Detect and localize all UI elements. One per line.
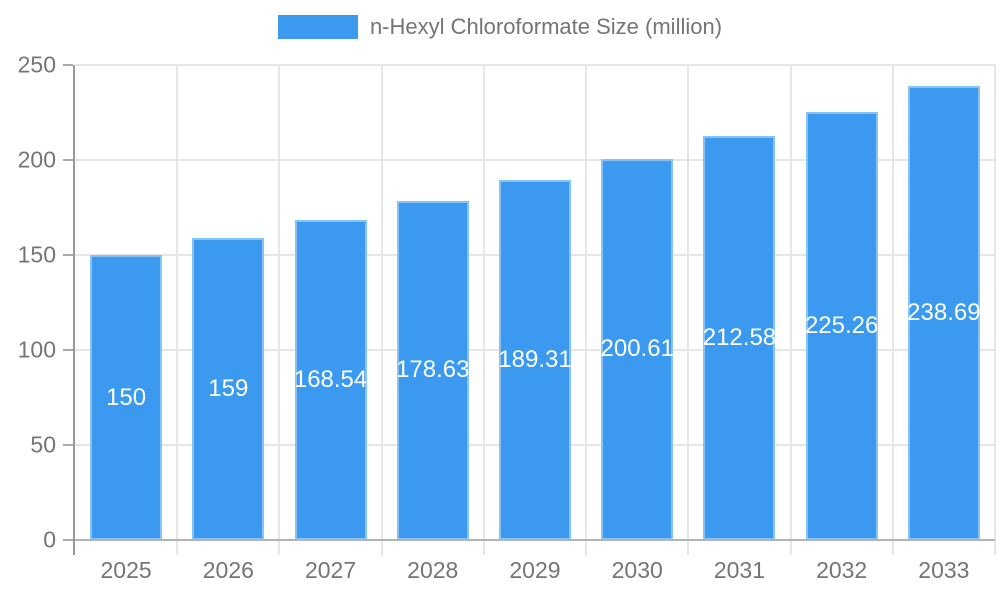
bar-value-label: 225.26 bbox=[804, 311, 879, 339]
y-axis-line bbox=[73, 65, 75, 555]
y-gridline bbox=[75, 64, 995, 66]
bar-value-label: 150 bbox=[106, 383, 147, 411]
bar-2031[interactable]: 212.58 bbox=[702, 136, 777, 540]
x-gridline bbox=[585, 65, 588, 555]
x-gridline bbox=[380, 65, 383, 555]
legend-swatch bbox=[277, 15, 358, 39]
plot-area: 150 159 168.54 178.63 189.31 200.61 212.58 225.… bbox=[18, 52, 996, 583]
bar-value-label: 159 bbox=[208, 374, 249, 402]
bar-2028[interactable]: 178.63 bbox=[396, 200, 470, 540]
y-axis-tick bbox=[63, 539, 73, 541]
legend-label: n-Hexyl Chloroformate Size (million) bbox=[369, 14, 723, 39]
y-gridline bbox=[75, 159, 995, 161]
bar-2026[interactable]: 159 bbox=[192, 237, 265, 540]
y-axis-tick bbox=[63, 349, 73, 351]
x-axis-label: 2027 bbox=[304, 557, 357, 583]
bar-2025[interactable]: 150 bbox=[90, 255, 163, 540]
y-axis-label: 100 bbox=[17, 336, 56, 363]
bar-2029[interactable]: 189.31 bbox=[498, 180, 572, 540]
y-axis-tick bbox=[63, 64, 73, 66]
bar-value-label: 178.63 bbox=[396, 356, 470, 384]
bar-value-label: 212.58 bbox=[702, 324, 777, 352]
x-axis-label: 2029 bbox=[509, 557, 561, 583]
x-gridline bbox=[891, 65, 894, 555]
bar-2027[interactable]: 168.54 bbox=[293, 219, 368, 540]
legend[interactable]: n-Hexyl Chloroformate Size (million) bbox=[0, 14, 1000, 40]
x-axis-line bbox=[75, 539, 995, 541]
bar-value-label: 238.69 bbox=[907, 299, 981, 327]
y-axis-label: 150 bbox=[17, 241, 56, 268]
x-gridline bbox=[176, 65, 179, 555]
bar-value-label: 200.61 bbox=[600, 335, 674, 363]
x-axis-label: 2025 bbox=[100, 557, 152, 583]
y-axis-tick bbox=[63, 254, 73, 256]
x-gridline bbox=[789, 65, 792, 555]
y-axis-tick bbox=[63, 159, 73, 161]
y-axis-label: 50 bbox=[30, 431, 56, 458]
bar-value-label: 189.31 bbox=[498, 346, 572, 374]
y-axis-label: 200 bbox=[17, 146, 56, 173]
y-axis-tick bbox=[63, 444, 73, 446]
bar-2032[interactable]: 225.26 bbox=[804, 112, 879, 540]
x-gridline bbox=[482, 65, 485, 555]
x-axis-label: 2030 bbox=[611, 557, 663, 583]
x-axis-label: 2026 bbox=[202, 557, 254, 583]
x-axis-label: 2028 bbox=[407, 557, 459, 583]
x-axis-label: 2032 bbox=[816, 557, 868, 583]
x-axis-label: 2031 bbox=[713, 557, 766, 583]
x-gridline bbox=[687, 65, 690, 555]
x-gridline bbox=[278, 65, 281, 555]
bar-value-label: 168.54 bbox=[293, 365, 368, 393]
bar-2033[interactable]: 238.69 bbox=[907, 86, 981, 540]
y-axis-label: 0 bbox=[43, 526, 56, 553]
bar-2030[interactable]: 200.61 bbox=[600, 158, 674, 540]
x-gridline bbox=[994, 65, 996, 555]
y-axis-label: 250 bbox=[17, 51, 56, 78]
x-axis-label: 2033 bbox=[918, 557, 970, 583]
